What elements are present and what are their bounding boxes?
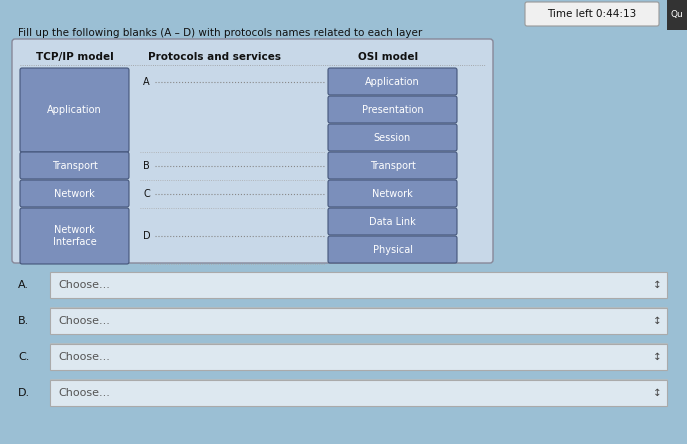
Text: Presentation: Presentation [361, 105, 423, 115]
FancyBboxPatch shape [328, 208, 457, 235]
Text: D: D [143, 231, 150, 241]
Text: B: B [143, 161, 150, 171]
Text: Choose...: Choose... [58, 388, 110, 398]
Text: Choose...: Choose... [58, 280, 110, 290]
FancyBboxPatch shape [50, 272, 667, 298]
Text: ↕: ↕ [653, 316, 662, 326]
Text: Network: Network [372, 189, 413, 199]
Text: Session: Session [374, 133, 411, 143]
Text: Data Link: Data Link [369, 217, 416, 227]
FancyBboxPatch shape [328, 96, 457, 123]
Text: Protocols and services: Protocols and services [148, 52, 282, 62]
FancyBboxPatch shape [328, 68, 457, 95]
FancyBboxPatch shape [328, 124, 457, 151]
Text: Network: Network [54, 189, 95, 199]
Text: Qu: Qu [671, 11, 684, 20]
FancyBboxPatch shape [20, 180, 129, 207]
Text: Choose...: Choose... [58, 352, 110, 362]
Text: A.: A. [18, 280, 29, 290]
FancyBboxPatch shape [12, 39, 493, 263]
Text: Application: Application [365, 77, 420, 87]
Text: D.: D. [18, 388, 30, 398]
FancyBboxPatch shape [20, 68, 129, 152]
FancyBboxPatch shape [20, 208, 129, 264]
Text: ↕: ↕ [653, 388, 662, 398]
Text: B.: B. [18, 316, 30, 326]
Text: A: A [143, 77, 150, 87]
Text: Transport: Transport [370, 161, 416, 171]
FancyBboxPatch shape [50, 308, 667, 334]
Text: ↕: ↕ [653, 352, 662, 362]
FancyBboxPatch shape [525, 2, 659, 26]
Text: Time left 0:44:13: Time left 0:44:13 [548, 9, 637, 19]
Text: Transport: Transport [52, 161, 98, 171]
FancyBboxPatch shape [328, 236, 457, 263]
Text: ↕: ↕ [653, 280, 662, 290]
Text: Network
Interface: Network Interface [53, 225, 96, 247]
Bar [667, 0, 687, 30]
Text: C.: C. [18, 352, 30, 362]
Text: Choose...: Choose... [58, 316, 110, 326]
FancyBboxPatch shape [328, 180, 457, 207]
Text: Physical: Physical [372, 245, 412, 255]
Text: C: C [143, 189, 150, 199]
FancyBboxPatch shape [20, 152, 129, 179]
Text: Fill up the following blanks (A – D) with protocols names related to each layer: Fill up the following blanks (A – D) wit… [18, 28, 423, 38]
FancyBboxPatch shape [50, 380, 667, 406]
FancyBboxPatch shape [328, 152, 457, 179]
Text: TCP/IP model: TCP/IP model [36, 52, 114, 62]
Text: OSI model: OSI model [358, 52, 418, 62]
Text: Application: Application [47, 105, 102, 115]
FancyBboxPatch shape [50, 344, 667, 370]
